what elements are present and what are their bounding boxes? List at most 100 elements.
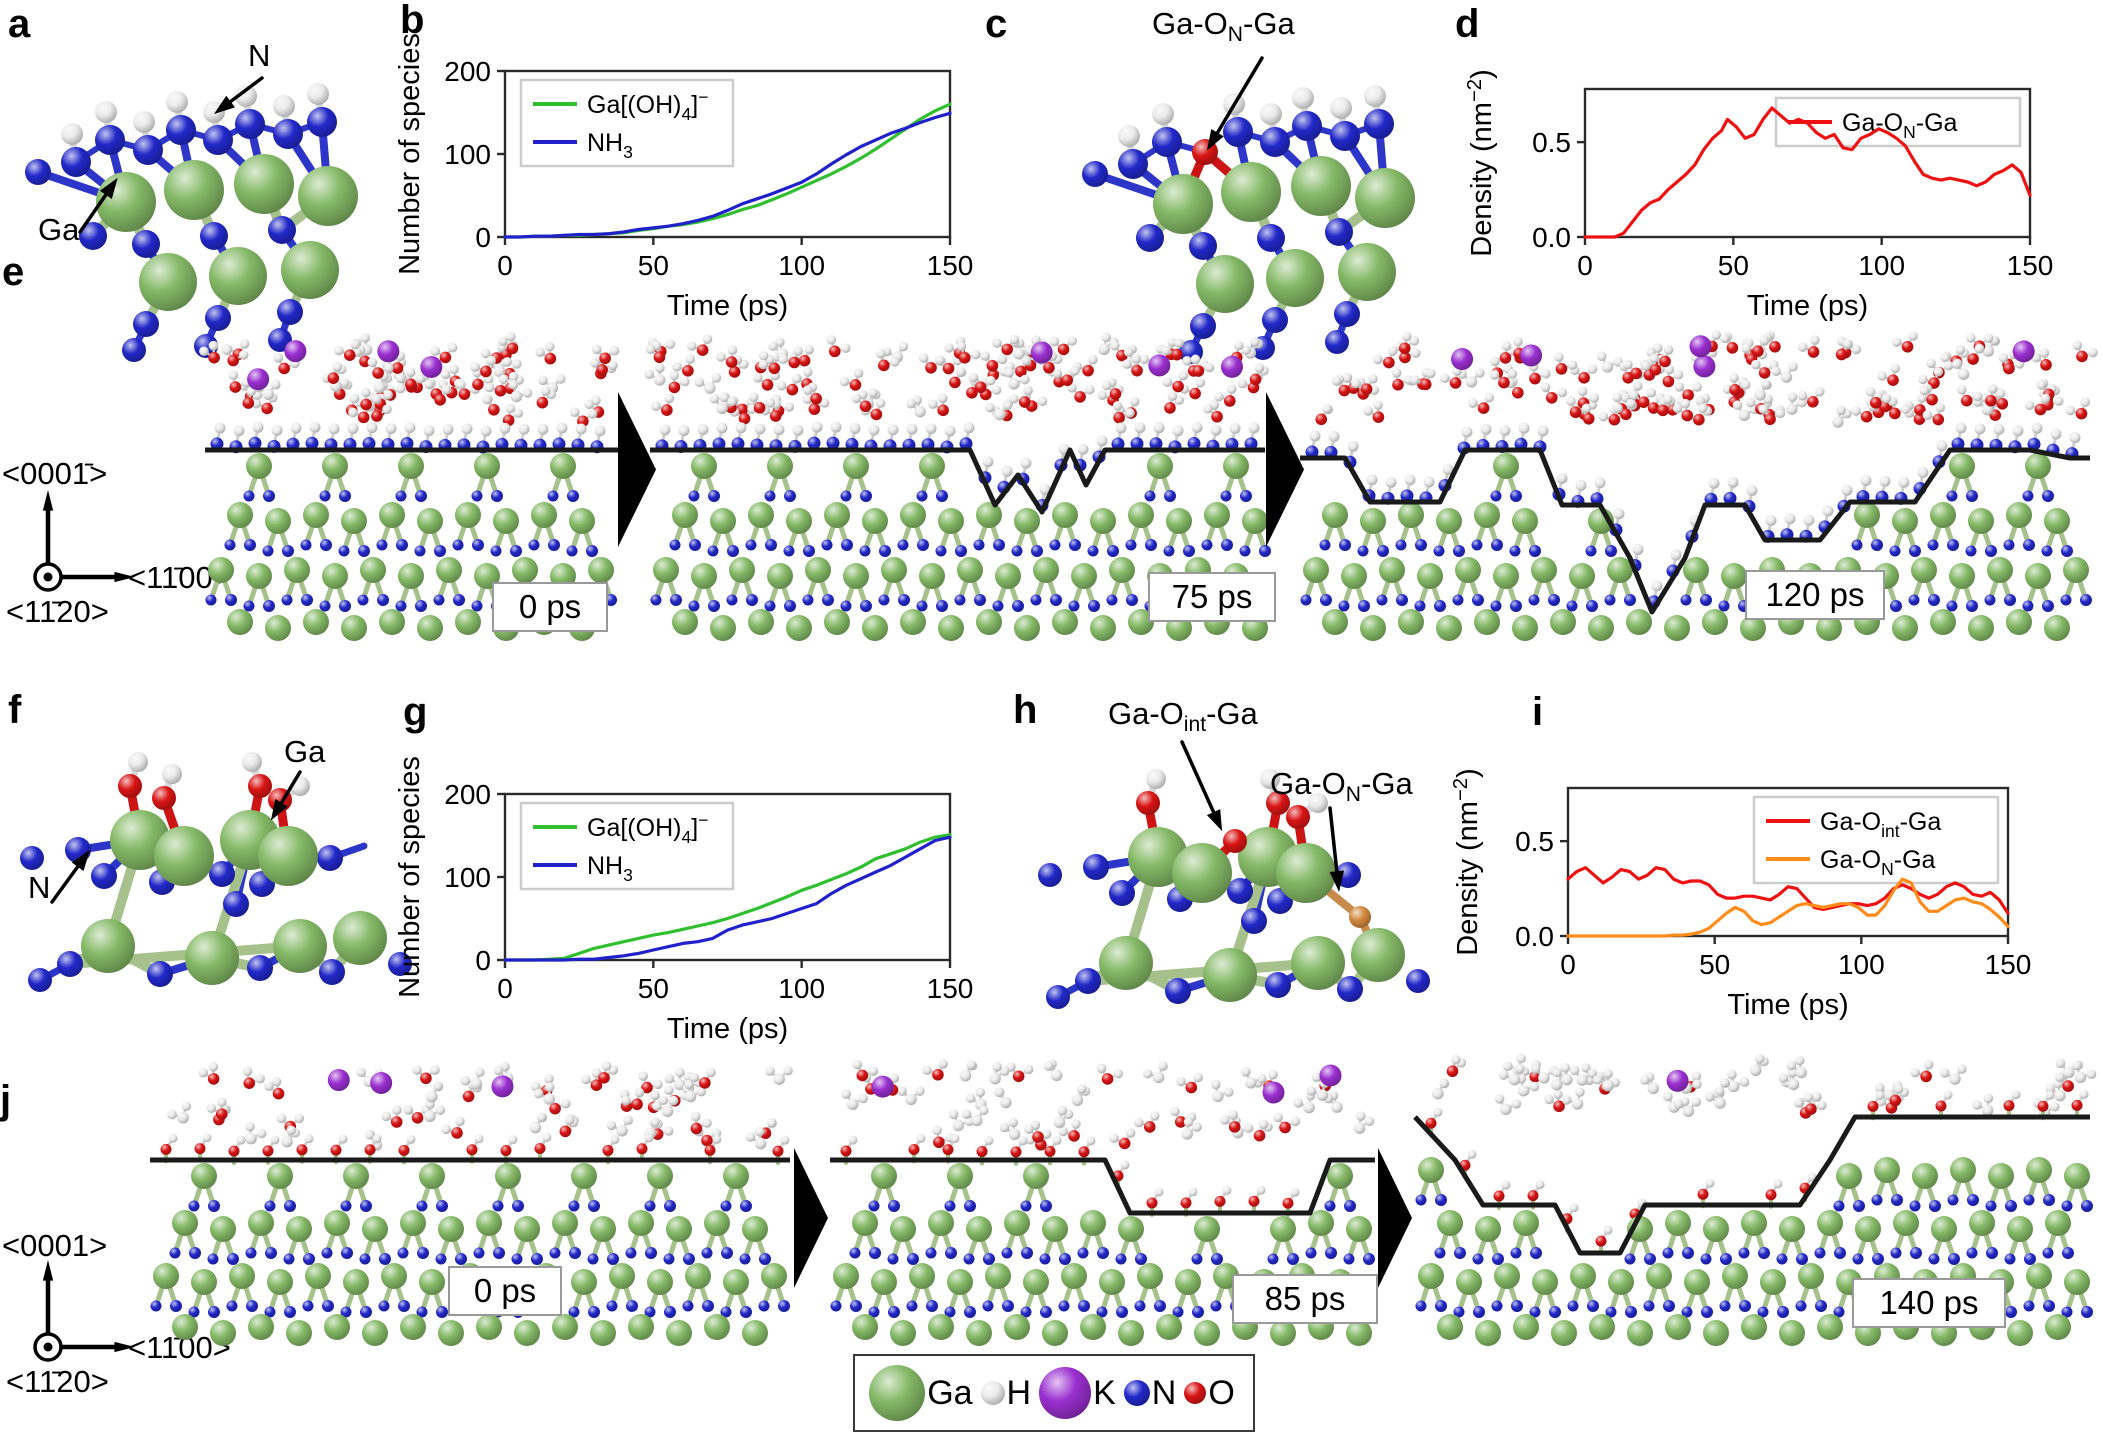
label-f-nitrogen: N — [28, 870, 51, 905]
simulation-snapshot-j-1 — [150, 1061, 793, 1346]
svg-text:100: 100 — [1838, 949, 1885, 980]
simulation-snapshot-e-2 — [644, 332, 1271, 641]
svg-text:NH3: NH3 — [587, 129, 633, 162]
svg-text:Ga[(OH)4]−: Ga[(OH)4]− — [587, 87, 708, 124]
panel-letter-i: i — [1532, 690, 1544, 734]
panel-letter-e: e — [2, 250, 25, 294]
svg-text:200: 200 — [444, 779, 491, 810]
svg-text:100: 100 — [444, 139, 491, 170]
legend-item-h: H — [979, 1374, 1038, 1413]
label-h-internal-oxygen: Ga-Oint-Ga — [1108, 696, 1258, 737]
time-label-e-2: 75 ps — [1148, 572, 1276, 622]
svg-text:50: 50 — [638, 250, 669, 281]
legend-item-n: N — [1122, 1374, 1183, 1413]
simulation-snapshot-j-3 — [1413, 1053, 2097, 1346]
legend-item-o: O — [1182, 1374, 1240, 1413]
legend-item-label: H — [1006, 1373, 1032, 1412]
svg-text:0.0: 0.0 — [1515, 921, 1554, 952]
svg-text:150: 150 — [927, 973, 974, 1004]
panel-letter-h: h — [1013, 688, 1038, 732]
legend-item-label: Ga — [927, 1373, 973, 1412]
label-c-bridge-oxygen: Ga-ON-Ga — [1152, 6, 1295, 47]
svg-text:100: 100 — [778, 250, 825, 281]
simulation-snapshot-j-2 — [830, 1059, 1375, 1346]
label-a-gallium: Ga — [38, 212, 80, 247]
svg-text:100: 100 — [778, 973, 825, 1004]
panel-letter-d: d — [1455, 2, 1480, 46]
svg-text:50: 50 — [1699, 949, 1730, 980]
time-label-e-1: 0 ps — [492, 582, 608, 632]
chart-g-species-vs-time: 0 50 100 150 0 100 200 Time (ps) Number of speci… — [394, 756, 974, 1045]
svg-text:0: 0 — [497, 250, 513, 281]
axis-label-e-up: <0001̄> — [2, 456, 108, 491]
svg-text:Ga-ON-Ga: Ga-ON-Ga — [1820, 846, 1936, 879]
svg-text:Density (nm−2): Density (nm−2) — [1464, 69, 1498, 257]
panel-letter-f: f — [8, 688, 22, 732]
legend-item-ga: Ga — [867, 1363, 978, 1423]
axis-label-j-up: <0001> — [2, 1228, 108, 1263]
legend-item-label: K — [1093, 1373, 1116, 1412]
svg-text:Ga-Oint-Ga: Ga-Oint-Ga — [1820, 808, 1941, 841]
svg-text:0: 0 — [1560, 949, 1576, 980]
structure-h-render — [1038, 769, 1430, 1009]
svg-text:Time (ps): Time (ps) — [667, 1013, 788, 1045]
svg-text:150: 150 — [1985, 949, 2032, 980]
crystal-axes-glyph-e — [33, 490, 135, 592]
progression-arrow-icon — [794, 1148, 828, 1288]
svg-text:Density (nm−2): Density (nm−2) — [1450, 768, 1484, 956]
svg-text:NH3: NH3 — [587, 852, 633, 885]
svg-text:200: 200 — [444, 56, 491, 87]
structure-a-render — [25, 83, 358, 362]
panel-letter-j: j — [0, 1078, 12, 1122]
svg-text:100: 100 — [1858, 250, 1905, 281]
panel-letter-g: g — [403, 690, 428, 734]
svg-text:Number of species: Number of species — [394, 756, 426, 998]
h-atom-icon — [980, 1381, 1005, 1405]
svg-text:50: 50 — [638, 973, 669, 1004]
time-label-j-2: 85 ps — [1232, 1274, 1378, 1324]
svg-text:Time (ps): Time (ps) — [1747, 290, 1868, 322]
svg-text:Ga[(OH)4]−: Ga[(OH)4]− — [587, 810, 708, 847]
svg-text:50: 50 — [1718, 250, 1749, 281]
svg-text:0.5: 0.5 — [1532, 127, 1571, 158]
svg-text:0: 0 — [475, 945, 491, 976]
simulation-snapshot-e-1 — [199, 331, 620, 641]
axis-label-j-out: <11̄20> — [6, 1364, 109, 1399]
svg-text:Number of species: Number of species — [394, 33, 426, 275]
legend-item-k: K — [1037, 1365, 1122, 1421]
svg-text:0: 0 — [1577, 250, 1593, 281]
svg-text:0: 0 — [497, 973, 513, 1004]
structure-f-render — [20, 752, 412, 992]
svg-text:100: 100 — [444, 862, 491, 893]
ga-atom-icon — [869, 1365, 926, 1421]
svg-text:Time (ps): Time (ps) — [667, 290, 788, 322]
label-f-gallium: Ga — [284, 734, 326, 769]
svg-text:150: 150 — [927, 250, 974, 281]
progression-arrow-icon — [1266, 392, 1304, 547]
atom-legend: Ga H K N O — [853, 1354, 1255, 1432]
time-label-j-1: 0 ps — [448, 1266, 562, 1316]
svg-text:Time (ps): Time (ps) — [1727, 989, 1848, 1021]
panel-letter-b: b — [400, 0, 425, 42]
svg-text:0.0: 0.0 — [1532, 222, 1571, 253]
label-h-substituted-oxygen: Ga-ON-Ga — [1270, 766, 1413, 807]
simulation-snapshot-e-3 — [1300, 330, 2098, 641]
panel-letter-a: a — [8, 2, 31, 46]
o-atom-icon — [1184, 1382, 1207, 1404]
time-label-j-3: 140 ps — [1852, 1278, 2006, 1328]
chart-b-species-vs-time: 0 50 100 150 0 100 200 Time (ps) Number of speci… — [394, 33, 974, 322]
axis-label-e-out: <11̄20> — [6, 594, 109, 629]
svg-text:0: 0 — [475, 222, 491, 253]
svg-text:0.5: 0.5 — [1515, 826, 1554, 857]
time-label-e-3: 120 ps — [1745, 570, 1885, 620]
label-a-nitrogen: N — [248, 38, 271, 73]
progression-arrow-icon — [1378, 1148, 1412, 1288]
svg-text:150: 150 — [2007, 250, 2054, 281]
legend-item-label: N — [1151, 1373, 1177, 1412]
crystal-axes-glyph-j — [33, 1260, 135, 1362]
panel-letter-c: c — [985, 2, 1008, 46]
chart-i-density-vs-time: 0 50 100 150 0.0 0.5 Time (ps) Density (nm−2) Ga… — [1450, 768, 2032, 1021]
k-atom-icon — [1039, 1367, 1092, 1419]
